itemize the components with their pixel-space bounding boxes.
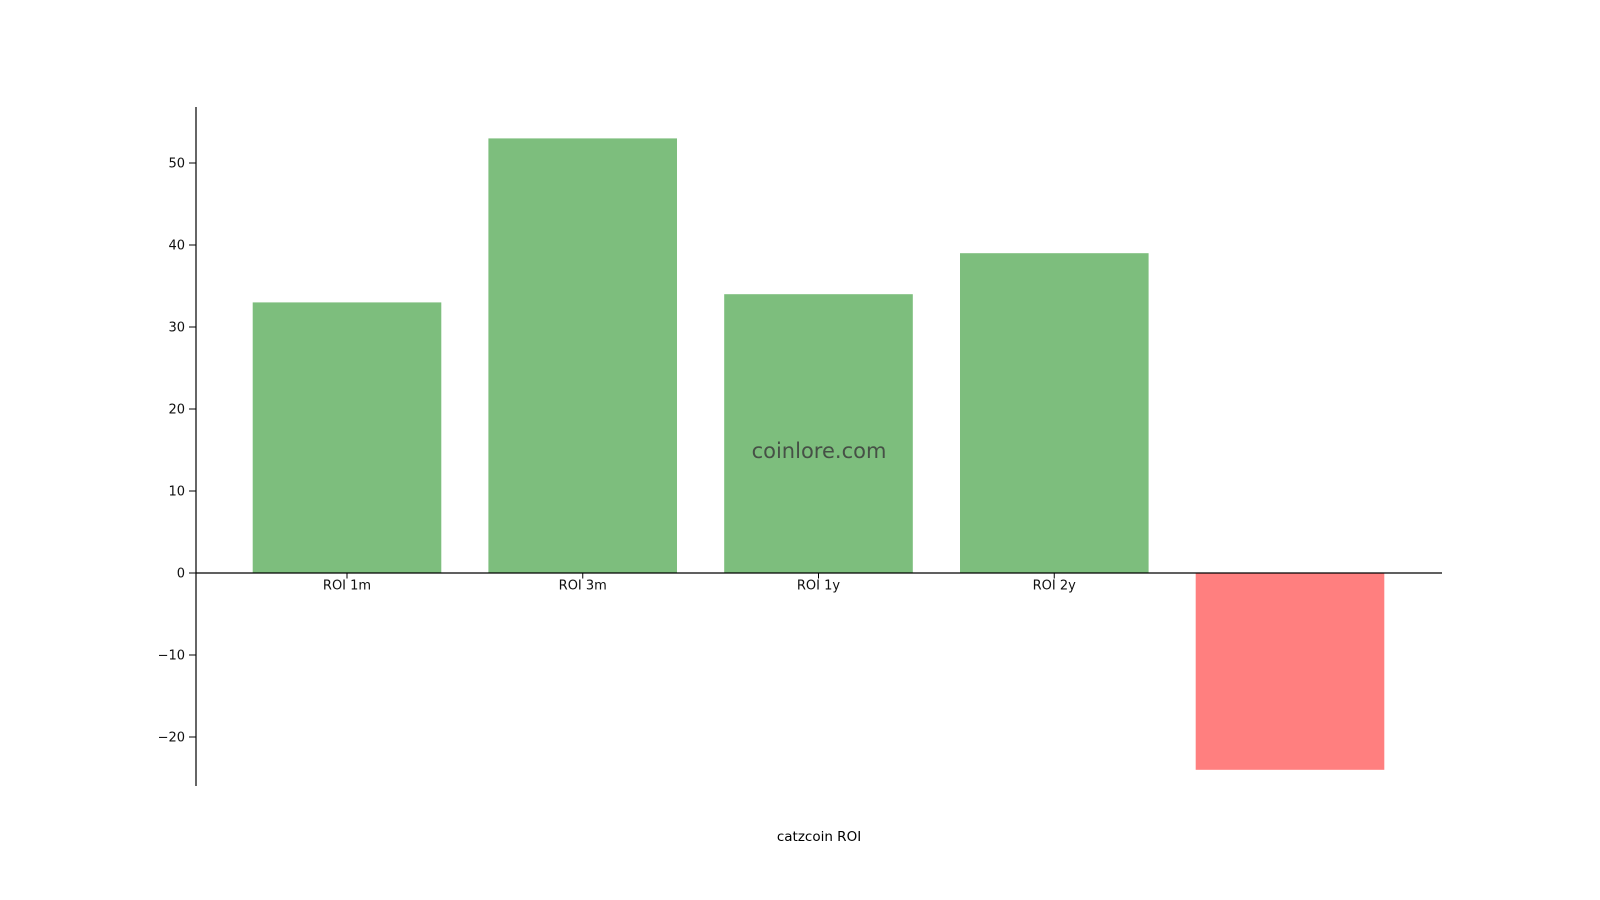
y-tick-label: −20 <box>158 731 185 746</box>
y-tick-label: 50 <box>168 157 185 172</box>
bar-roi-1m <box>252 302 442 573</box>
watermark: coinlore.com <box>752 439 887 463</box>
y-tick-label: 10 <box>168 485 185 500</box>
bar-roi-2y <box>960 253 1149 573</box>
bar-roi-1y <box>724 294 913 573</box>
y-tick-label: 0 <box>177 567 185 582</box>
x-tick-label: ROI 1y <box>797 579 841 594</box>
y-tick-label: −10 <box>158 649 185 664</box>
bar-roi-3m <box>488 138 677 573</box>
x-tick-label: ROI 1m <box>323 579 371 594</box>
y-tick-label: 30 <box>168 321 185 336</box>
x-tick-label: ROI 3m <box>559 579 607 594</box>
y-tick-label: 40 <box>168 239 185 254</box>
bar-unlabeled <box>1195 573 1385 770</box>
chart-title: catzcoin ROI <box>777 829 861 845</box>
y-tick-label: 20 <box>168 403 185 418</box>
x-tick-label: ROI 2y <box>1033 579 1077 594</box>
